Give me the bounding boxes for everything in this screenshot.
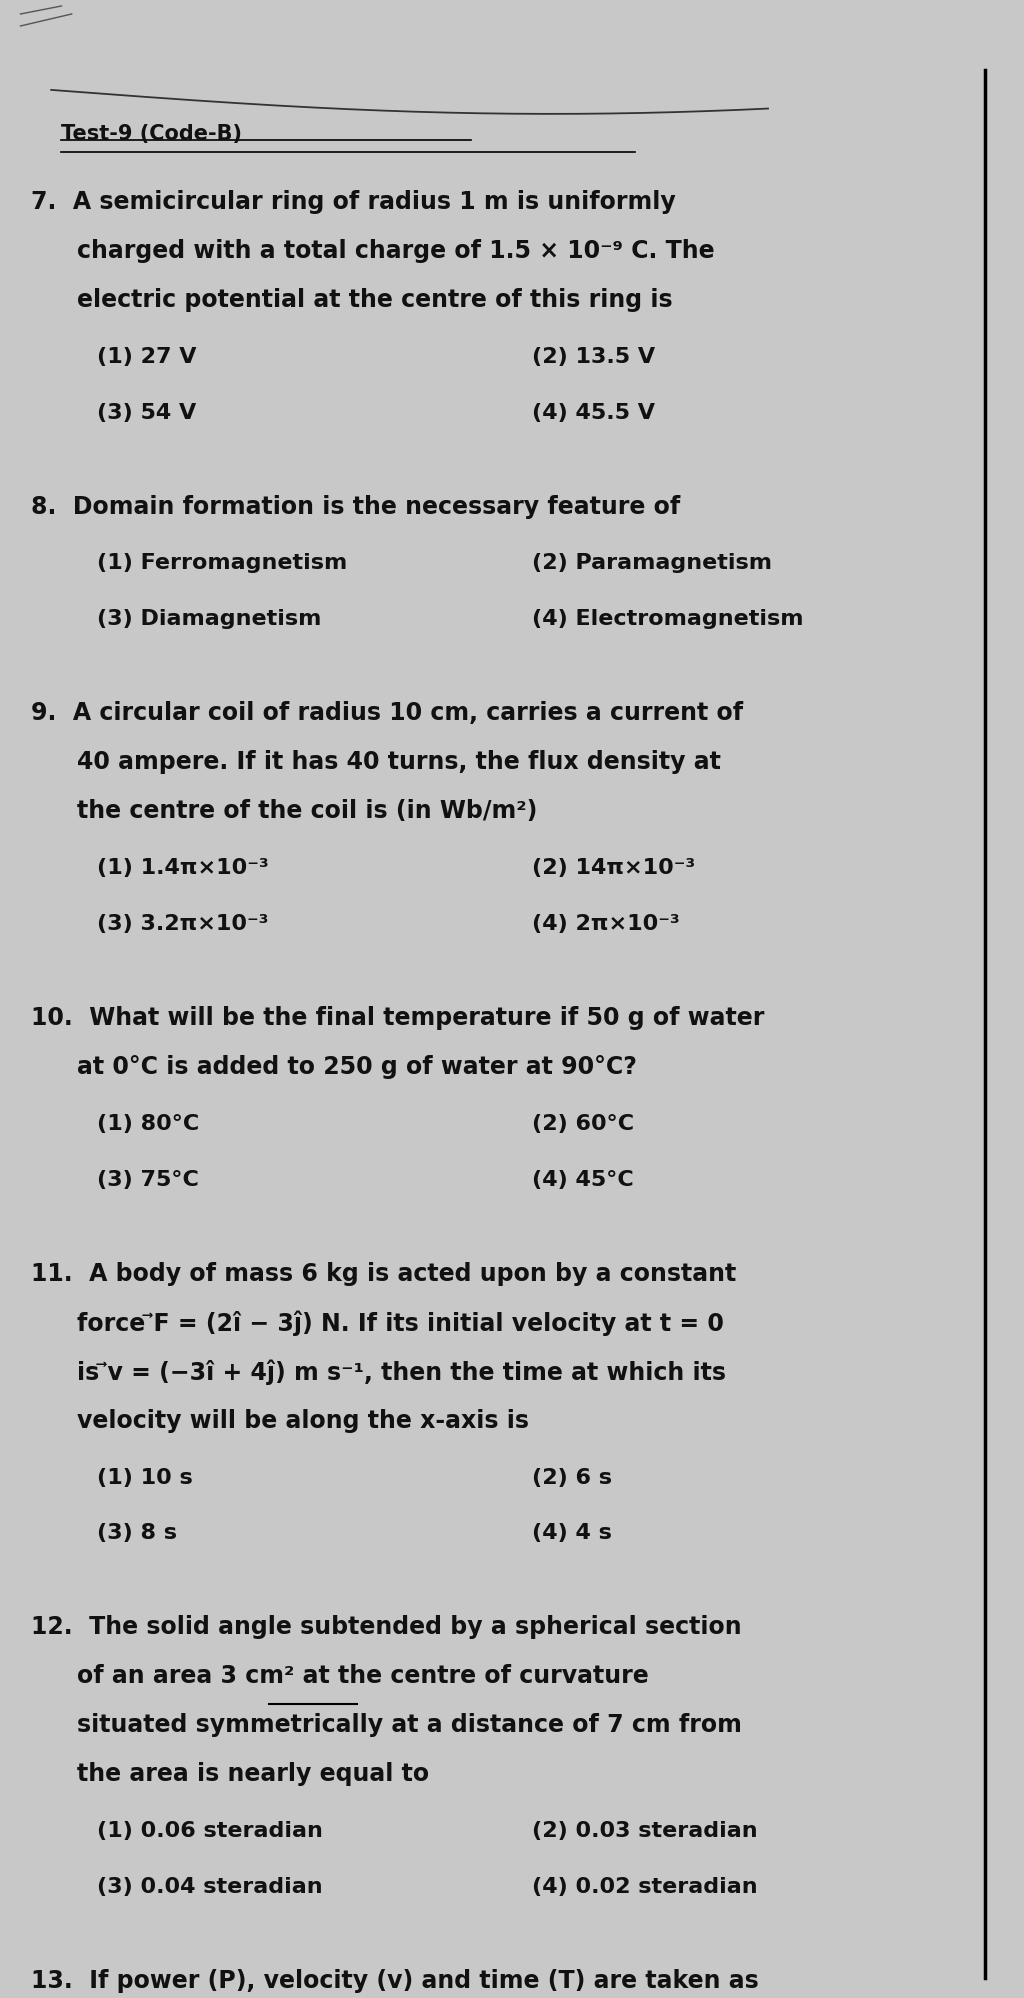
Text: (1) 80°C: (1) 80°C: [97, 1115, 200, 1135]
Text: electric potential at the centre of this ring is: electric potential at the centre of this…: [77, 288, 673, 312]
Text: velocity will be along the x-axis is: velocity will be along the x-axis is: [77, 1409, 528, 1433]
Text: (1) 0.06 steradian: (1) 0.06 steradian: [97, 1822, 324, 1842]
Text: (4) 0.02 steradian: (4) 0.02 steradian: [532, 1878, 758, 1898]
Text: 40 ampere. If it has 40 turns, the flux density at: 40 ampere. If it has 40 turns, the flux …: [77, 751, 721, 775]
Text: (2) 0.03 steradian: (2) 0.03 steradian: [532, 1822, 758, 1842]
Text: (1) 27 V: (1) 27 V: [97, 348, 197, 368]
Text: (3) 75°C: (3) 75°C: [97, 1171, 199, 1191]
Text: (4) 4 s: (4) 4 s: [532, 1524, 612, 1544]
Text: force ⃗F = (2î − 3ĵ) N. If its initial velocity at t = 0: force ⃗F = (2î − 3ĵ) N. If its initial v…: [77, 1311, 724, 1337]
Text: (4) Electromagnetism: (4) Electromagnetism: [532, 609, 804, 629]
Text: (2) 60°C: (2) 60°C: [532, 1115, 635, 1135]
Text: (2) 14π×10⁻³: (2) 14π×10⁻³: [532, 859, 695, 879]
Text: 9.  A circular coil of radius 10 cm, carries a current of: 9. A circular coil of radius 10 cm, carr…: [31, 701, 742, 725]
Text: 12.  The solid angle subtended by a spherical section: 12. The solid angle subtended by a spher…: [31, 1616, 741, 1640]
Text: (1) 1.4π×10⁻³: (1) 1.4π×10⁻³: [97, 859, 269, 879]
Text: (3) 8 s: (3) 8 s: [97, 1524, 177, 1544]
Text: 11.  A body of mass 6 kg is acted upon by a constant: 11. A body of mass 6 kg is acted upon by…: [31, 1263, 736, 1287]
Text: (3) 0.04 steradian: (3) 0.04 steradian: [97, 1878, 323, 1898]
Text: Test-9 (Code-B): Test-9 (Code-B): [61, 124, 243, 144]
Text: (4) 45.5 V: (4) 45.5 V: [532, 404, 655, 424]
Text: is ⃗v = (−3î + 4ĵ) m s⁻¹, then the time at which its: is ⃗v = (−3î + 4ĵ) m s⁻¹, then the time …: [77, 1361, 726, 1385]
Text: situated symmetrically at a distance of 7 cm from: situated symmetrically at a distance of …: [77, 1714, 741, 1738]
Text: the centre of the coil is (in Wb/m²): the centre of the coil is (in Wb/m²): [77, 799, 538, 823]
Text: (2) 6 s: (2) 6 s: [532, 1467, 612, 1489]
Text: (1) Ferromagnetism: (1) Ferromagnetism: [97, 553, 347, 573]
Text: 8.  Domain formation is the necessary feature of: 8. Domain formation is the necessary fea…: [31, 496, 680, 519]
Text: (3) 3.2π×10⁻³: (3) 3.2π×10⁻³: [97, 915, 268, 935]
Text: 13.  If power (P), velocity (v) and time (T) are taken as: 13. If power (P), velocity (v) and time …: [31, 1970, 759, 1994]
Text: 10.  What will be the final temperature if 50 g of water: 10. What will be the final temperature i…: [31, 1007, 764, 1031]
Text: (3) Diamagnetism: (3) Diamagnetism: [97, 609, 322, 629]
Text: (4) 45°C: (4) 45°C: [532, 1171, 634, 1191]
Text: the area is nearly equal to: the area is nearly equal to: [77, 1762, 429, 1786]
Text: (2) Paramagnetism: (2) Paramagnetism: [532, 553, 772, 573]
Text: at 0°C is added to 250 g of water at 90°C?: at 0°C is added to 250 g of water at 90°…: [77, 1055, 637, 1079]
Text: charged with a total charge of 1.5 × 10⁻⁹ C. The: charged with a total charge of 1.5 × 10⁻…: [77, 238, 715, 264]
Text: (4) 2π×10⁻³: (4) 2π×10⁻³: [532, 915, 680, 935]
Text: (3) 54 V: (3) 54 V: [97, 404, 197, 424]
Text: (1) 10 s: (1) 10 s: [97, 1467, 194, 1489]
Text: (2) 13.5 V: (2) 13.5 V: [532, 348, 655, 368]
Text: of an area 3 cm² at the centre of curvature: of an area 3 cm² at the centre of curvat…: [77, 1664, 648, 1688]
Text: 7.  A semicircular ring of radius 1 m is uniformly: 7. A semicircular ring of radius 1 m is …: [31, 190, 676, 214]
